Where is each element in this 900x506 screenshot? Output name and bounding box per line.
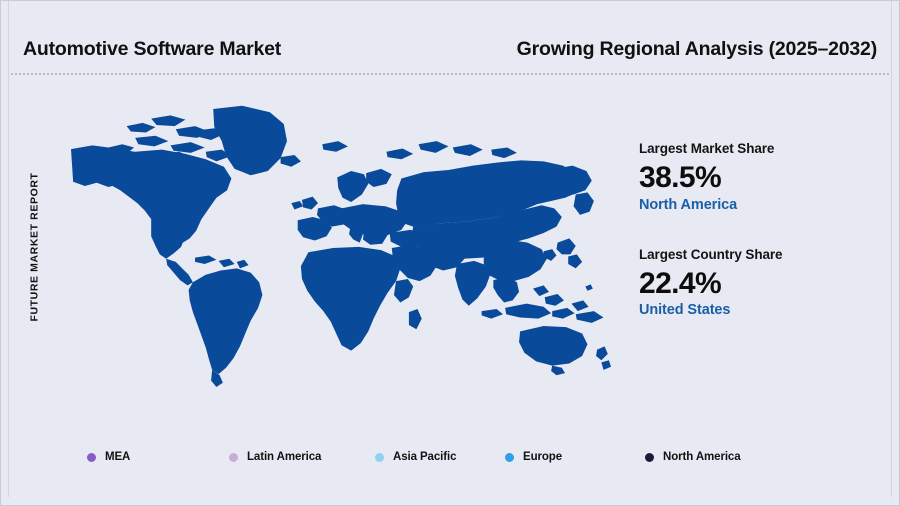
world-map (71, 93, 611, 403)
stat-region: United States (639, 302, 731, 318)
legend-label: Asia Pacific (393, 451, 457, 463)
legend-label: Latin America (247, 451, 322, 463)
legend-label: North America (663, 451, 741, 463)
stat-largest-country-share: Largest Country Share 22.4% United State… (639, 247, 889, 319)
legend-item-europe: Europe (505, 447, 562, 467)
legend-dot-icon (375, 452, 384, 462)
legend-label: Europe (523, 451, 563, 463)
stat-value: 38.5% (639, 161, 722, 194)
stat-largest-market-share: Largest Market Share 38.5% North America (639, 141, 889, 213)
stat-region: North America (639, 196, 738, 213)
stat-label: Largest Country Share (639, 246, 783, 262)
page-title: Automotive Software Market (23, 37, 282, 60)
map-legend: MEA Latin America Asia Pacific Europe No… (87, 447, 787, 467)
header-subtitle: Growing Regional Analysis (2025–2032) (516, 37, 878, 60)
stat-label: Largest Market Share (639, 141, 775, 156)
legend-item-asia-pacific: Asia Pacific (375, 447, 456, 467)
world-map-svg (71, 105, 611, 388)
stats-panel: Largest Market Share 38.5% North America… (639, 141, 889, 318)
header-divider (11, 73, 889, 75)
world-map-landmasses (71, 105, 611, 388)
watermark-label: FUTURE MARKET REPORT (29, 172, 41, 322)
legend-item-latin-america: Latin America (229, 447, 321, 467)
legend-dot-icon (87, 452, 96, 462)
legend-dot-icon (505, 452, 514, 462)
legend-dot-icon (229, 452, 238, 462)
legend-dot-icon (645, 452, 654, 462)
stat-value: 22.4% (639, 266, 722, 300)
watermark: FUTURE MARKET REPORT (25, 172, 45, 321)
legend-item-mea: MEA (87, 447, 130, 467)
legend-label: MEA (105, 451, 131, 463)
legend-item-north-america: North America (645, 447, 741, 467)
header: Automotive Software Market Growing Regio… (23, 31, 877, 67)
